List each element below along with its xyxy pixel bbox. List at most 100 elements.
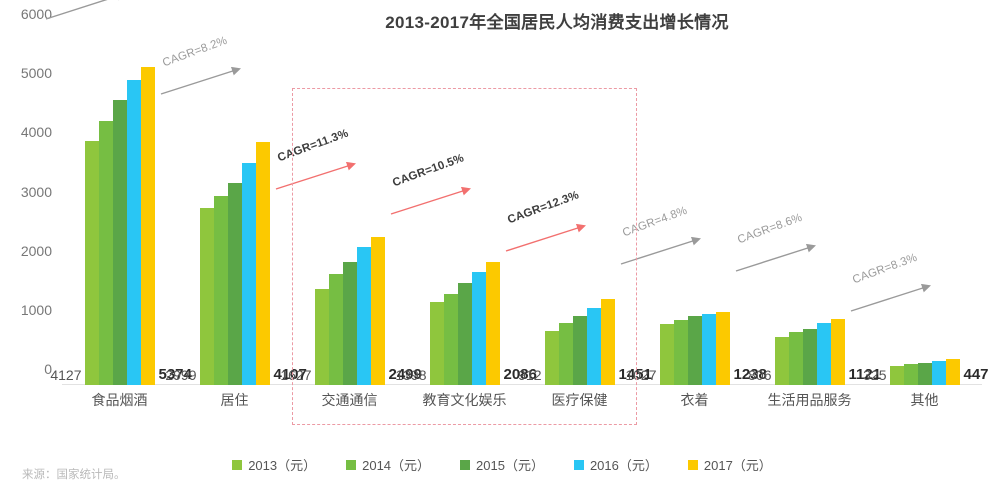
- bar[interactable]: [802, 328, 817, 385]
- legend-swatch: [573, 459, 584, 470]
- bar[interactable]: [673, 319, 688, 385]
- legend-item[interactable]: 2015（元）: [460, 455, 544, 474]
- bar-set: 912 1451: [518, 30, 652, 385]
- bar[interactable]: 1451: [600, 299, 652, 385]
- x-axis-labels: 食品烟酒 居住 交通通信 教育文化娱乐 医疗保健 衣着 生活用品服务 其他: [62, 390, 982, 416]
- bar[interactable]: 912: [518, 331, 559, 385]
- bar[interactable]: [471, 271, 486, 385]
- bar-value-label-last: 1451: [618, 366, 652, 383]
- bar[interactable]: 5374: [140, 67, 192, 385]
- bar-set: 4127 5374: [50, 30, 192, 385]
- bar[interactable]: [558, 323, 573, 385]
- bar-set: 1027 1238: [625, 30, 767, 385]
- bar-value-label-first: 1627: [280, 367, 312, 383]
- bar-value-label-last: 2086: [503, 366, 537, 383]
- bar[interactable]: 447: [945, 358, 989, 385]
- bar-value-label-last: 447: [963, 366, 989, 383]
- x-axis-label: 教育文化娱乐: [422, 392, 507, 408]
- bar[interactable]: [241, 163, 256, 385]
- bar-set: 1627 2499: [280, 30, 422, 385]
- bar-value-label-first: 325: [863, 367, 887, 383]
- bar[interactable]: 325: [863, 365, 904, 385]
- legend-swatch: [687, 459, 698, 470]
- bar-value-label-first: 1398: [395, 367, 427, 383]
- bar-group: 41275374CAGR=6.8%: [45, 0, 192, 385]
- bar[interactable]: [356, 246, 371, 385]
- y-axis-tick: 4000: [20, 124, 52, 141]
- bar[interactable]: [687, 316, 702, 385]
- legend-label: 2013（元）: [248, 458, 317, 473]
- bar-value-label-first: 1027: [625, 367, 657, 383]
- bar[interactable]: 1121: [830, 318, 881, 385]
- bar[interactable]: [586, 307, 601, 385]
- bar[interactable]: 1238: [715, 311, 767, 385]
- bar[interactable]: [903, 364, 918, 385]
- bar-set: 806 1121: [748, 30, 881, 385]
- bar-value-label-last: 5374: [158, 366, 192, 383]
- chart-legend: 2013（元） 2014（元） 2015（元） 2016（元） 2017（元）: [0, 455, 994, 474]
- x-axis-label: 交通通信: [321, 392, 378, 408]
- bar-group: 912 1451 CAGR=12.3%: [505, 30, 652, 385]
- y-axis-tick: 1000: [20, 301, 52, 318]
- y-axis-tick: 3000: [20, 183, 52, 200]
- bar[interactable]: 4107: [255, 142, 307, 385]
- bar-group: 806 1121 CAGR=8.6%: [735, 30, 881, 385]
- bar[interactable]: [328, 274, 343, 385]
- bar[interactable]: [342, 261, 357, 385]
- legend-label: 2014（元）: [362, 458, 431, 473]
- x-axis-label: 衣着: [680, 392, 709, 408]
- bar[interactable]: [126, 80, 141, 385]
- bar[interactable]: [572, 316, 587, 385]
- bar-set: 1398 2086: [395, 30, 537, 385]
- bar[interactable]: [98, 121, 113, 385]
- bar[interactable]: [213, 195, 228, 385]
- bar[interactable]: [701, 313, 716, 385]
- legend-item[interactable]: 2017（元）: [687, 455, 772, 474]
- page-title: 2013-2017年全国居民人均消费支出增长情况: [385, 13, 729, 32]
- bar-value-label-last: 2499: [388, 366, 422, 383]
- bar[interactable]: [457, 283, 472, 385]
- legend-label: 2016（元）: [589, 458, 658, 473]
- bar[interactable]: [112, 100, 127, 385]
- bar[interactable]: 4127: [50, 140, 99, 385]
- legend-swatch: [232, 459, 243, 470]
- legend-label: 2015（元）: [476, 458, 544, 473]
- x-axis-line: [62, 384, 982, 385]
- bar[interactable]: 2499: [370, 237, 422, 385]
- x-axis-label: 其他: [910, 392, 939, 408]
- bar-value-label-first: 2999: [165, 367, 197, 383]
- bar[interactable]: 1398: [395, 302, 444, 385]
- bar[interactable]: [931, 361, 946, 385]
- bar[interactable]: 1627: [280, 288, 329, 385]
- y-axis-tick: 2000: [20, 242, 52, 259]
- bar[interactable]: [227, 182, 242, 385]
- bar-group: 1627 2499 CAGR=11.3%: [275, 30, 422, 385]
- source-note: 来源：国家统计局。: [22, 469, 126, 481]
- legend-item[interactable]: 2016（元）: [573, 455, 658, 474]
- y-axis-tick: 0: [44, 361, 52, 377]
- x-axis-label: 医疗保健: [551, 392, 608, 408]
- bar[interactable]: [917, 362, 932, 385]
- bar[interactable]: 2999: [165, 207, 214, 385]
- y-axis-tick: 5000: [20, 65, 52, 82]
- legend-swatch: [346, 459, 357, 470]
- y-axis-tick: 6000: [20, 6, 52, 22]
- bar-value-label-first: 806: [748, 367, 772, 383]
- legend-item[interactable]: 2013（元）: [232, 455, 316, 474]
- legend-swatch: [460, 459, 471, 470]
- x-axis-label: 居住: [220, 392, 249, 408]
- bar[interactable]: [816, 323, 831, 385]
- bar[interactable]: 1027: [625, 324, 674, 385]
- bar[interactable]: [443, 294, 458, 385]
- bar[interactable]: [788, 332, 803, 385]
- bar-group: 2999 4107 CAGR=8.2%: [160, 30, 307, 385]
- bar[interactable]: 2086: [485, 261, 537, 385]
- bar-group: 1398 2086 CAGR=10.5%: [390, 30, 537, 385]
- bar-group: 1027 1238 CAGR=4.8%: [620, 30, 767, 385]
- bar-value-label-last: 1238: [733, 366, 767, 383]
- bar-value-label-last: 4107: [273, 366, 307, 383]
- legend-item[interactable]: 2014（元）: [346, 455, 430, 474]
- bar[interactable]: 806: [748, 337, 789, 385]
- bar-group: 325 447 CAGR=8.3%: [850, 30, 989, 385]
